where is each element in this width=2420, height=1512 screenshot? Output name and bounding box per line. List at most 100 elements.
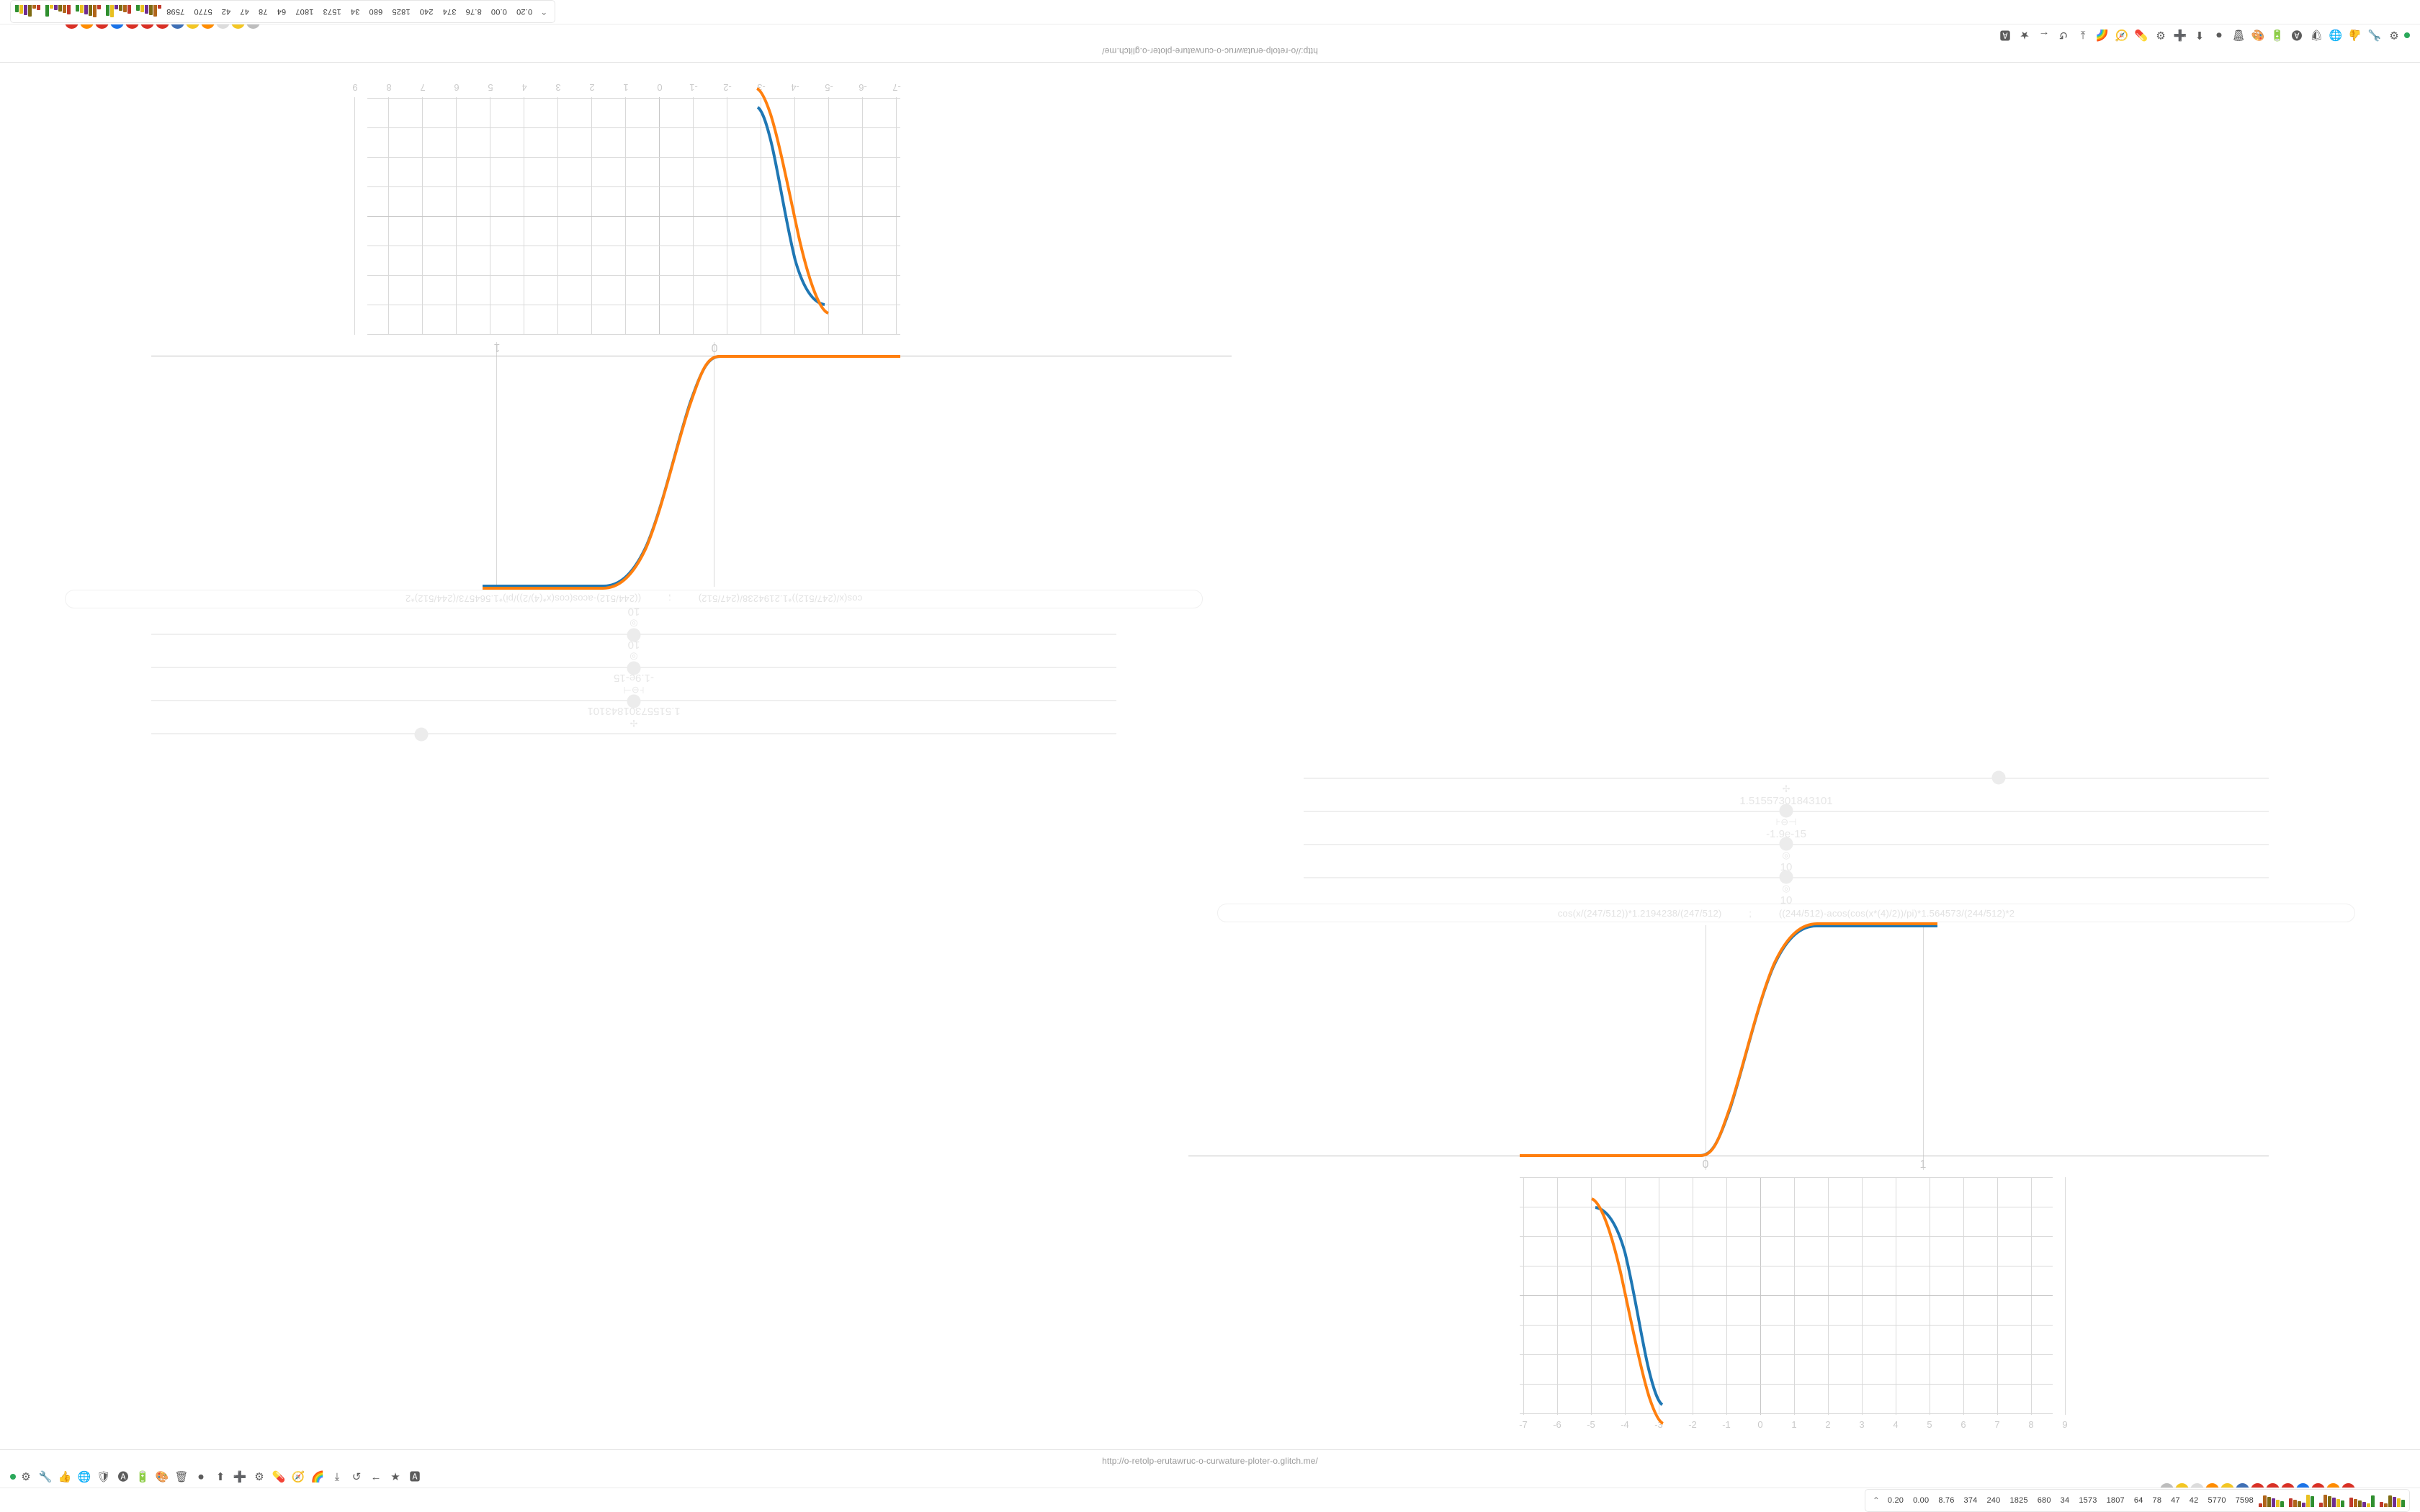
gridline-vertical <box>1862 1177 1863 1415</box>
stats-pill[interactable]: ⌃ 0.20 0.00 8.76 374 240 1825 680 34 1573 1807 64 78… <box>1864 1488 2410 1512</box>
xtick-1-upper: 1 <box>1919 1158 1927 1171</box>
formula-part-1: cos(x/(247/512))*1.2194238/(247/512) <box>1557 907 1722 919</box>
upper-curves <box>1520 922 1937 1157</box>
trash-icon[interactable]: 🗑 <box>174 1470 189 1483</box>
navigate-icon[interactable]: 🧭 <box>291 1470 305 1483</box>
rainbow-icon[interactable]: 🌈 <box>310 1470 325 1483</box>
site-favicon <box>2319 1494 2344 1507</box>
xtick-0-upper: 0 <box>1702 1158 1709 1171</box>
curve-orange-lower <box>756 87 829 315</box>
lower-plot-panel: -7 -6 -5 -4 -3 -2 -1 0 1 2 3 4 5 6 7 8 9 <box>331 76 901 335</box>
capsule-icon[interactable]: 💊 <box>272 1470 286 1483</box>
curve-blue-lower <box>756 106 825 306</box>
stat-value: 34 <box>2060 1495 2070 1505</box>
formula-text: cos(x/(247/512))*1.2194238/(247/512) ; (… <box>1558 908 2015 919</box>
xtick-label: 6 <box>1960 1419 1966 1430</box>
xtick-label: 0 <box>1757 1419 1763 1430</box>
back-arrow-icon[interactable]: ← <box>370 1470 382 1483</box>
stat-value: 64 <box>2133 1495 2143 1505</box>
refresh-icon[interactable]: ↺ <box>351 1470 362 1483</box>
slider-amplitude-track[interactable] <box>1304 778 2269 779</box>
stat-value: 1807 <box>2106 1495 2125 1505</box>
formula-input[interactable]: cos(x/(247/512))*1.2194238/(247/512) ; (… <box>1217 904 2355 922</box>
battery-icon[interactable]: 🔋 <box>135 1470 150 1483</box>
stat-value: 47 <box>2171 1495 2180 1505</box>
star-icon[interactable]: ★ <box>390 1470 400 1483</box>
xtick-label: 1 <box>1791 1419 1797 1430</box>
xtick-label: 7 <box>1994 1419 2000 1430</box>
xtick-label: -6 <box>1553 1419 1561 1430</box>
gridline-horizontal <box>1520 1413 2053 1414</box>
gridline-vertical <box>1828 1177 1829 1415</box>
translate-icon[interactable]: 🅰 <box>409 1470 421 1483</box>
stat-value: 42 <box>2189 1495 2199 1505</box>
browser-toolbar: ⚙ 🔧 👍 🌐 🛡 🅐 🔋 🎨 🗑 ⏺ ⬆ ➕ ⚙ 💊 🧭 🌈 ⤓ ↺ ← ★ 🅰 <box>0 1466 2420 1488</box>
wrench-icon[interactable]: 🔧 <box>38 1470 53 1483</box>
gridline-horizontal <box>1520 1177 2053 1178</box>
gridline-vertical <box>2031 1177 2032 1415</box>
gridline-vertical <box>1963 1177 1964 1415</box>
site-favicon <box>2259 1494 2284 1507</box>
site-favicon <box>2349 1494 2375 1507</box>
xtick-label: -7 <box>1519 1419 1528 1430</box>
stat-value: 8.76 <box>1938 1495 1955 1505</box>
stat-value: 78 <box>2152 1495 2162 1505</box>
gridline-vertical <box>1726 1177 1727 1415</box>
site-favicon <box>2289 1494 2314 1507</box>
curve-orange-upper <box>1520 922 1937 1157</box>
curve-blue-upper <box>1520 924 1937 1157</box>
slider-offset-knob[interactable] <box>1779 804 1793 818</box>
globe-icon[interactable]: 🌐 <box>77 1470 91 1483</box>
xtick-label: 4 <box>1893 1419 1899 1430</box>
gridline-horizontal <box>1520 1325 2053 1326</box>
gridline-horizontal <box>1520 1384 2053 1385</box>
formula-sep: ; <box>1749 907 1752 919</box>
plus-circle-icon[interactable]: ➕ <box>233 1470 247 1483</box>
upper-curves <box>483 355 900 590</box>
curve-orange-lower <box>1591 1197 1664 1425</box>
gridline-x1 <box>1923 925 1924 1170</box>
upper-plot-panel: 0 1 <box>151 341 1232 590</box>
gridline-vertical <box>1760 1177 1761 1415</box>
gridline-vertical <box>1557 1177 1558 1415</box>
lower-curves <box>756 87 829 315</box>
download-cloud-icon[interactable]: ⬆ <box>215 1470 225 1483</box>
slider-scale-b-knob[interactable] <box>1779 870 1793 884</box>
status-dot-icon[interactable] <box>10 1474 16 1480</box>
slider-scale-a-knob[interactable] <box>1779 837 1793 851</box>
gridline-vertical <box>1523 1177 1524 1415</box>
target-icon: ◎ <box>1782 883 1791 894</box>
shield-icon[interactable]: 🛡 <box>97 1470 111 1483</box>
gridline-vertical <box>1591 1177 1592 1415</box>
stat-value: 240 <box>1986 1495 2001 1505</box>
lower-plot-panel: -7 -6 -5 -4 -3 -2 -1 0 1 2 3 4 5 6 7 8 9 <box>1519 1177 2089 1436</box>
download-arrow-icon[interactable]: ⤓ <box>334 1470 340 1483</box>
xtick-label: -2 <box>1688 1419 1697 1430</box>
color-wheel-icon[interactable]: 🎨 <box>155 1470 169 1483</box>
adblock-icon[interactable]: 🅐 <box>117 1470 129 1483</box>
chevron-up-icon[interactable]: ⌃ <box>1872 1495 1880 1506</box>
gridline-vertical <box>1997 1177 1998 1415</box>
stat-value: 680 <box>2037 1495 2051 1505</box>
gear-icon[interactable]: ⚙ <box>21 1470 31 1483</box>
address-bar-url[interactable]: http://o-retolp-erutawruc-o-curwature-pl… <box>1102 1456 1318 1466</box>
gridline-horizontal <box>1520 1295 2053 1296</box>
upper-plot-panel: 0 1 <box>1188 922 2269 1171</box>
formula-part-2: ((244/512)-acos(cos(x*(4)/2))/pi)*1.5645… <box>1778 907 2015 919</box>
curve-blue-lower <box>1595 1206 1664 1406</box>
thumbs-up-icon[interactable]: 👍 <box>58 1470 72 1483</box>
move-icon: ✢ <box>1782 783 1791 794</box>
record-icon[interactable]: ⏺ <box>198 1470 204 1483</box>
cog-icon[interactable]: ⚙ <box>254 1470 264 1483</box>
stat-value: 7598 <box>2235 1495 2254 1505</box>
stats-values: 0.20 0.00 8.76 374 240 1825 680 34 1573 1807 64 78 4… <box>1888 1496 2254 1505</box>
xtick-label: 9 <box>2062 1419 2068 1430</box>
slider-amplitude-knob[interactable] <box>1991 770 2006 785</box>
stat-value: 1573 <box>2079 1495 2097 1505</box>
xtick-label: -5 <box>1587 1419 1595 1430</box>
gridline-horizontal <box>1520 1354 2053 1355</box>
xtick-label: -3 <box>1654 1419 1663 1430</box>
lower-curves <box>1591 1197 1664 1425</box>
